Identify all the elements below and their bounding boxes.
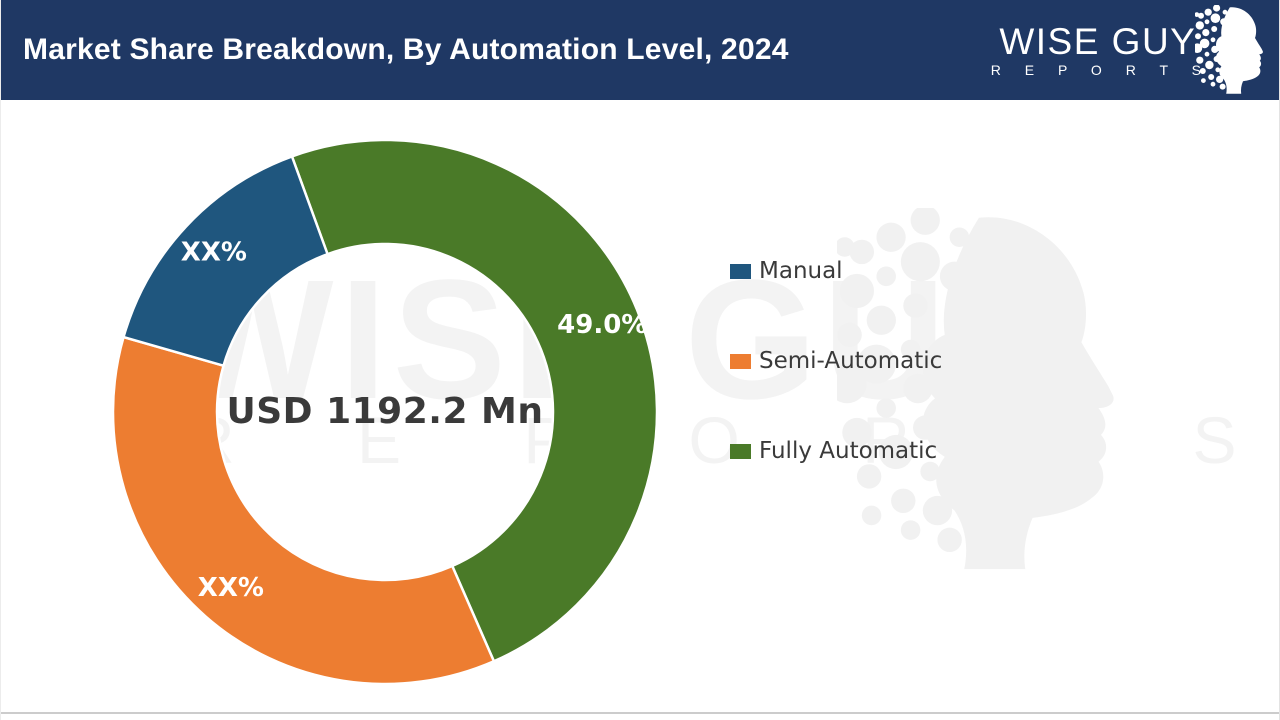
slice-percentage-label: XX% — [198, 573, 264, 603]
header-bar: Market Share Breakdown, By Automation Le… — [1, 0, 1279, 100]
logo-subtitle: R E P O R T S — [990, 62, 1211, 78]
logo-wordmark: WISE GUY R E P O R T S — [985, 21, 1211, 79]
slice-percentage-label: 49.0% — [557, 310, 647, 340]
donut-slice-fully-automatic — [290, 138, 659, 663]
legend-item-semi-automatic: Semi-Automatic — [730, 346, 942, 376]
legend-item-fully-automatic: Fully Automatic — [730, 436, 942, 466]
legend-label: Semi-Automatic — [759, 348, 943, 374]
wiseguy-logo: WISE GUY R E P O R T S — [985, 5, 1273, 95]
logo-name: WISE GUY — [999, 21, 1197, 62]
slice-percentage-label: XX% — [181, 237, 247, 267]
donut-chart: 49.0% XX% XX% — [111, 138, 659, 686]
legend-swatch-semi-automatic — [730, 353, 751, 369]
page-title: Market Share Breakdown, By Automation Le… — [23, 33, 789, 66]
legend-swatch-manual — [730, 263, 751, 279]
wiseguy-face-icon — [1195, 5, 1263, 94]
legend: Manual Semi-Automatic Fully Automatic — [730, 256, 942, 466]
donut-center-value: USD 1192.2 Mn — [226, 391, 544, 432]
donut-slice-manual — [122, 155, 329, 367]
legend-label: Fully Automatic — [759, 438, 938, 464]
slide-bottom-rule — [1, 712, 1279, 714]
donut-slice-semi-automatic — [111, 335, 496, 686]
legend-swatch-fully-automatic — [730, 443, 751, 459]
legend-label: Manual — [759, 258, 843, 284]
legend-item-manual: Manual — [730, 256, 942, 286]
